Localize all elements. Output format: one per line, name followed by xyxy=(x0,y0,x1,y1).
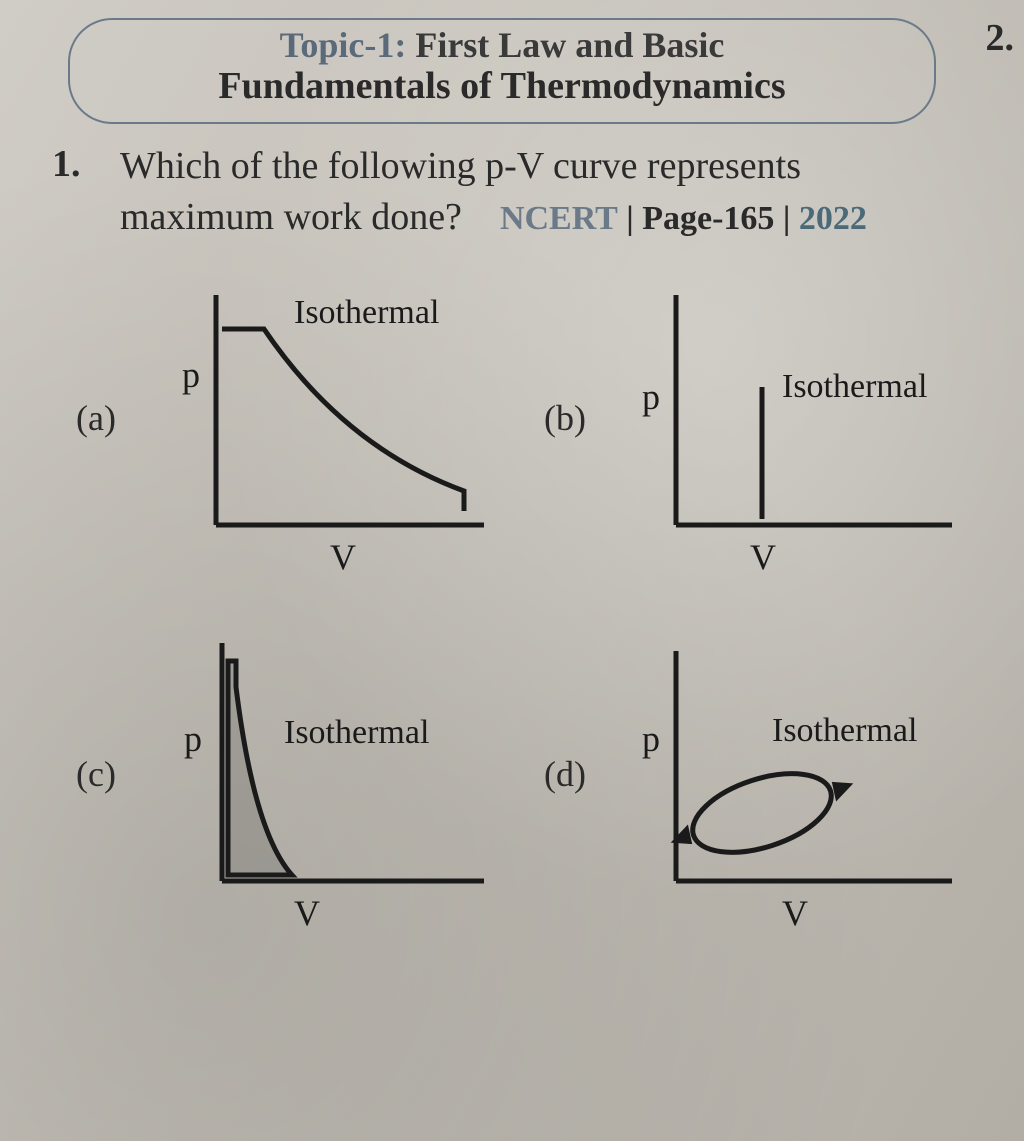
y-axis-label: p xyxy=(184,719,202,759)
topic-line2: Fundamentals of Thermodynamics xyxy=(110,64,894,108)
option-c: (c) Isothermal p V xyxy=(76,623,524,943)
chart-d: Isothermal p V xyxy=(612,623,992,943)
y-axis-label: p xyxy=(182,355,200,395)
option-a: (a) Isothermal p V xyxy=(76,267,524,587)
question-line2a: maximum work done? xyxy=(120,196,462,238)
y-axis-label: p xyxy=(642,377,660,417)
options-grid: (a) Isothermal p V (b) Isothermal p V xyxy=(48,267,996,943)
curve-label: Isothermal xyxy=(294,294,439,331)
chart-a: Isothermal p V xyxy=(144,267,524,587)
topic-prefix: Topic-1: xyxy=(280,25,407,65)
arrow-right-icon xyxy=(830,776,857,802)
isothermal-cycle xyxy=(660,751,864,875)
option-d: (d) Isothermal p V xyxy=(544,623,992,943)
chart-c: Isothermal p V xyxy=(144,623,524,943)
question-number: 1. xyxy=(52,142,98,241)
topic-title-rest: First Law and Basic xyxy=(406,25,724,65)
option-a-label: (a) xyxy=(76,397,134,457)
x-axis-label: V xyxy=(294,893,320,933)
ref-year: 2022 xyxy=(799,200,867,237)
arrow-left-icon xyxy=(667,825,694,851)
option-b-label: (b) xyxy=(544,397,602,457)
chart-b: Isothermal p V xyxy=(612,267,992,587)
topic-banner: Topic-1: First Law and Basic Fundamental… xyxy=(68,18,936,124)
corner-number: 2. xyxy=(986,16,1015,60)
page: 2. Topic-1: First Law and Basic Fundamen… xyxy=(0,0,1024,963)
curve-label: Isothermal xyxy=(782,368,927,405)
x-axis-label: V xyxy=(782,893,808,933)
isothermal-curve xyxy=(222,329,464,511)
option-d-label: (d) xyxy=(544,753,602,813)
question-text: Which of the following p-V curve represe… xyxy=(120,142,867,241)
question-line1: Which of the following p-V curve represe… xyxy=(120,142,867,191)
y-axis-label: p xyxy=(642,719,660,759)
topic-line1: Topic-1: First Law and Basic xyxy=(110,24,894,66)
ref-ncert: NCERT xyxy=(500,200,618,237)
question-line2: maximum work done? NCERT | Page-165 | 20… xyxy=(120,193,867,242)
ref-page: | Page-165 | xyxy=(618,200,799,237)
curve-label: Isothermal xyxy=(284,714,429,751)
option-b: (b) Isothermal p V xyxy=(544,267,992,587)
isothermal-curve xyxy=(228,661,292,875)
option-c-label: (c) xyxy=(76,753,134,813)
x-axis-label: V xyxy=(330,537,356,577)
question: 1. Which of the following p-V curve repr… xyxy=(52,142,992,241)
curve-label: Isothermal xyxy=(772,712,917,749)
x-axis-label: V xyxy=(750,537,776,577)
